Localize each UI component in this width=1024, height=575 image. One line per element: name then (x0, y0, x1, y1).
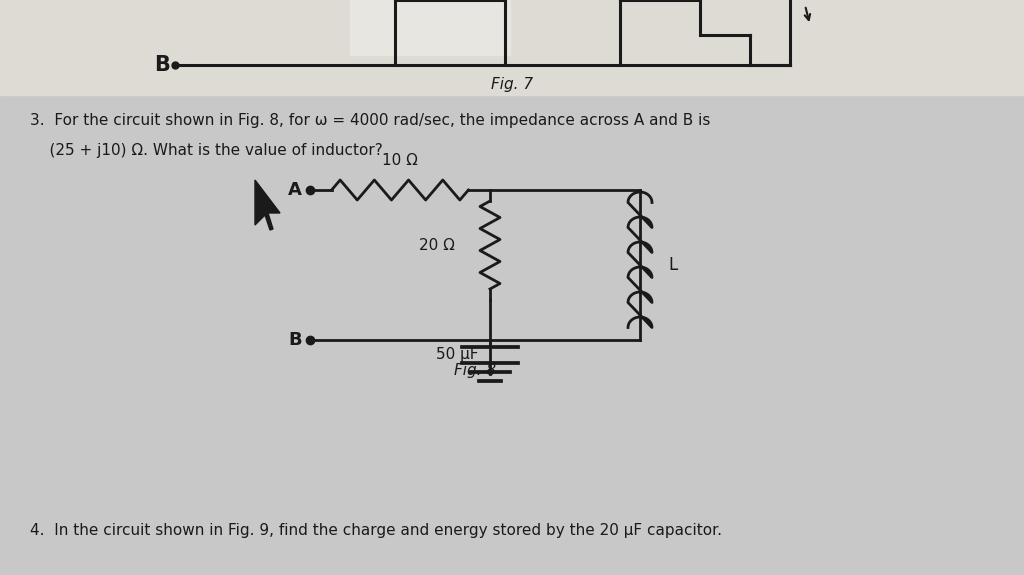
Text: 50 μF: 50 μF (435, 347, 478, 362)
Bar (350, 0, 510, 55)
Text: B: B (155, 55, 170, 75)
Text: L: L (668, 256, 677, 274)
Text: A: A (288, 181, 302, 199)
Text: 10 Ω: 10 Ω (382, 153, 418, 168)
Text: Fig. 7: Fig. 7 (490, 78, 534, 93)
Text: 20 Ω: 20 Ω (419, 237, 455, 252)
Text: Fig. 8: Fig. 8 (454, 362, 496, 378)
Text: 4.  In the circuit shown in Fig. 9, find the charge and energy stored by the 20 : 4. In the circuit shown in Fig. 9, find … (30, 523, 722, 538)
Polygon shape (255, 180, 280, 230)
Text: B: B (289, 331, 302, 349)
Bar (0, 0, 1024, 95)
Text: 3.  For the circuit shown in Fig. 8, for ω = 4000 rad/sec, the impedance across : 3. For the circuit shown in Fig. 8, for … (30, 113, 711, 128)
Text: (25 + j10) Ω. What is the value of inductor?: (25 + j10) Ω. What is the value of induc… (30, 143, 383, 158)
